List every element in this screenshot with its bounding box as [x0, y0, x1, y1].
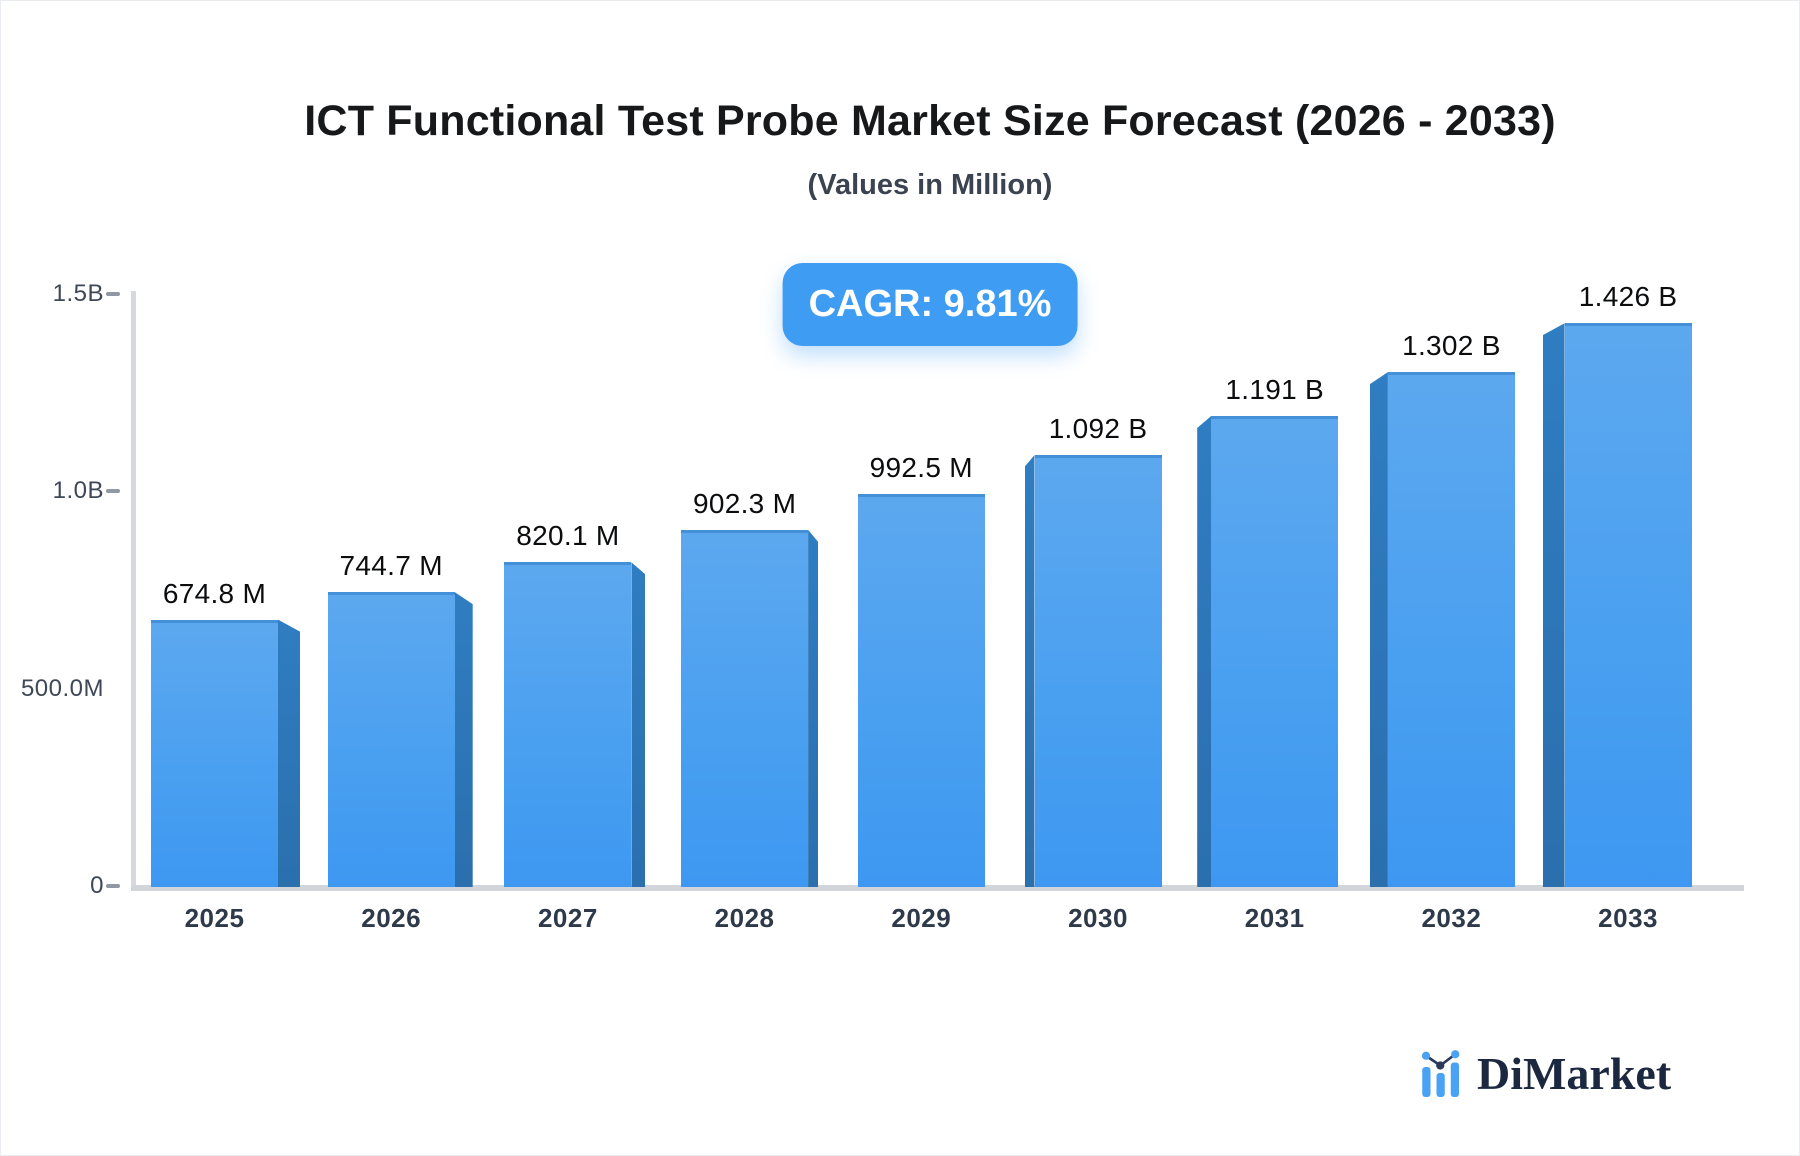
- x-tick-label-2025: 2025: [184, 903, 245, 933]
- bar-2026[interactable]: [327, 592, 455, 887]
- bar-side-3d: [808, 529, 819, 887]
- y-tick-label: 1.5B: [52, 280, 104, 307]
- bar-2031[interactable]: [1211, 415, 1339, 887]
- y-axis-line: [131, 291, 136, 891]
- x-tick-label-2028: 2028: [714, 903, 775, 933]
- bar-value-label: 744.7 M: [339, 550, 443, 582]
- dimarket-logo: DiMarket: [1419, 1041, 1671, 1105]
- bar-2027[interactable]: [504, 562, 632, 887]
- logo-text: DiMarket: [1477, 1047, 1672, 1099]
- x-tick-label-2030: 2030: [1068, 903, 1128, 933]
- bar-2030[interactable]: [1034, 455, 1162, 887]
- bar-value-label: 992.5 M: [869, 452, 973, 484]
- bar-2029[interactable]: [857, 494, 985, 887]
- page-title: ICT Functional Test Probe Market Size Fo…: [304, 97, 1556, 145]
- bar-value-label: 1.302 B: [1402, 330, 1501, 362]
- bar-value-label: 1.092 B: [1048, 413, 1148, 445]
- x-tick-label-2032: 2032: [1421, 903, 1482, 933]
- y-tick-mark: [106, 292, 120, 296]
- bar-side-3d: [1542, 323, 1565, 887]
- x-tick-label-2029: 2029: [891, 903, 952, 933]
- bar-side-3d: [278, 619, 300, 887]
- bar-value-label: 820.1 M: [516, 520, 620, 552]
- x-tick-label-2027: 2027: [537, 903, 598, 933]
- bar-2028[interactable]: [681, 529, 809, 887]
- y-tick-mark: [106, 884, 120, 888]
- bar-value-label: 902.3 M: [692, 487, 797, 519]
- chart-subtitle: (Values in Million): [807, 169, 1053, 201]
- bar-side-3d: [454, 592, 473, 887]
- bar-side-3d: [631, 562, 646, 887]
- bar-2032[interactable]: [1387, 372, 1515, 887]
- x-tick-label-2031: 2031: [1244, 903, 1305, 933]
- bar-side-3d: [1369, 372, 1388, 887]
- x-tick-label-2033: 2033: [1598, 903, 1659, 933]
- bar-2025[interactable]: [151, 619, 278, 887]
- bar-side-3d: [1024, 455, 1035, 887]
- bar-value-label: 1.426 B: [1578, 281, 1678, 313]
- bar-2033[interactable]: [1564, 323, 1692, 887]
- bar-value-label: 674.8 M: [162, 577, 267, 609]
- bar-side-3d: [1197, 415, 1212, 887]
- y-tick-label: 1.0B: [52, 477, 104, 505]
- y-tick-label: 500.0M: [20, 674, 104, 702]
- mini-bar-line-chart-icon: [1421, 1050, 1460, 1097]
- y-tick-label: 0: [90, 872, 104, 899]
- cagr-badge: CAGR: 9.81%: [782, 263, 1078, 346]
- x-tick-label-2026: 2026: [361, 903, 422, 933]
- y-tick-mark: [106, 489, 120, 494]
- bar-value-label: 1.191 B: [1225, 373, 1324, 405]
- x-axis-line: [131, 885, 1744, 891]
